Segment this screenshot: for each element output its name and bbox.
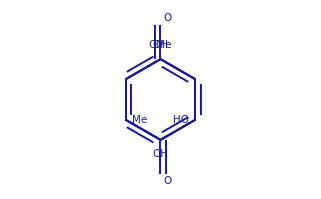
Text: O: O bbox=[164, 176, 172, 186]
Text: OH: OH bbox=[152, 40, 169, 50]
Text: Me: Me bbox=[132, 115, 147, 125]
Text: OH: OH bbox=[152, 149, 169, 159]
Text: HO: HO bbox=[173, 115, 189, 125]
Text: OMe: OMe bbox=[149, 40, 172, 50]
Text: O: O bbox=[164, 13, 172, 23]
